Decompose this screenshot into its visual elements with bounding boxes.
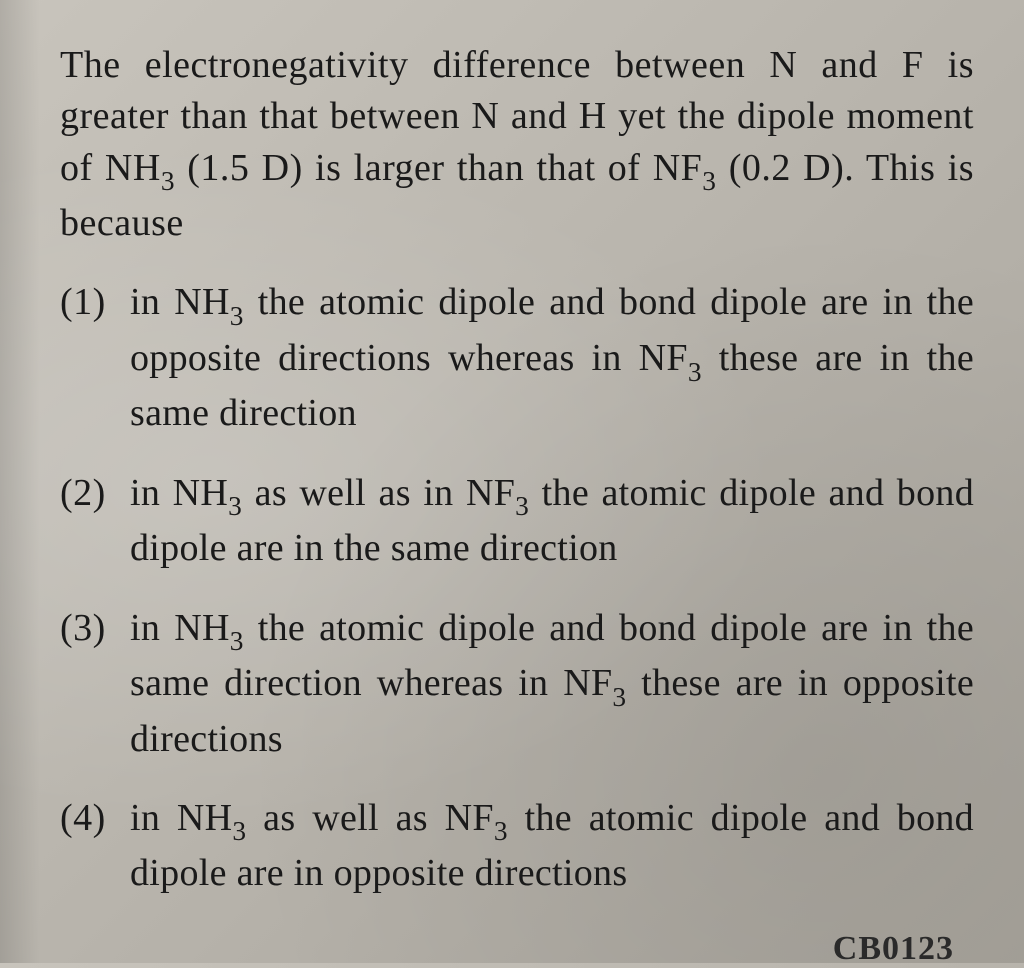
option-number: (4) <box>60 793 130 900</box>
question-text: The electronegativity difference between… <box>60 40 974 249</box>
option-3: (3) in NH3 the atomic dipole and bond di… <box>60 603 974 765</box>
option-4: (4) in NH3 as well as NF3 the atomic dip… <box>60 793 974 900</box>
page-container: The electronegativity difference between… <box>60 40 974 963</box>
option-text: in NH3 the atomic dipole and bond dipole… <box>130 277 974 439</box>
option-1: (1) in NH3 the atomic dipole and bond di… <box>60 277 974 439</box>
option-text: in NH3 as well as NF3 the atomic dipole … <box>130 793 974 900</box>
question-code: CB0123 <box>833 930 954 968</box>
option-text: in NH3 the atomic dipole and bond dipole… <box>130 603 974 765</box>
option-number: (2) <box>60 468 130 575</box>
left-margin-shadow <box>0 0 40 963</box>
option-number: (1) <box>60 277 130 439</box>
option-text: in NH3 as well as in NF3 the atomic dipo… <box>130 468 974 575</box>
option-2: (2) in NH3 as well as in NF3 the atomic … <box>60 468 974 575</box>
option-number: (3) <box>60 603 130 765</box>
options-list: (1) in NH3 the atomic dipole and bond di… <box>60 277 974 899</box>
